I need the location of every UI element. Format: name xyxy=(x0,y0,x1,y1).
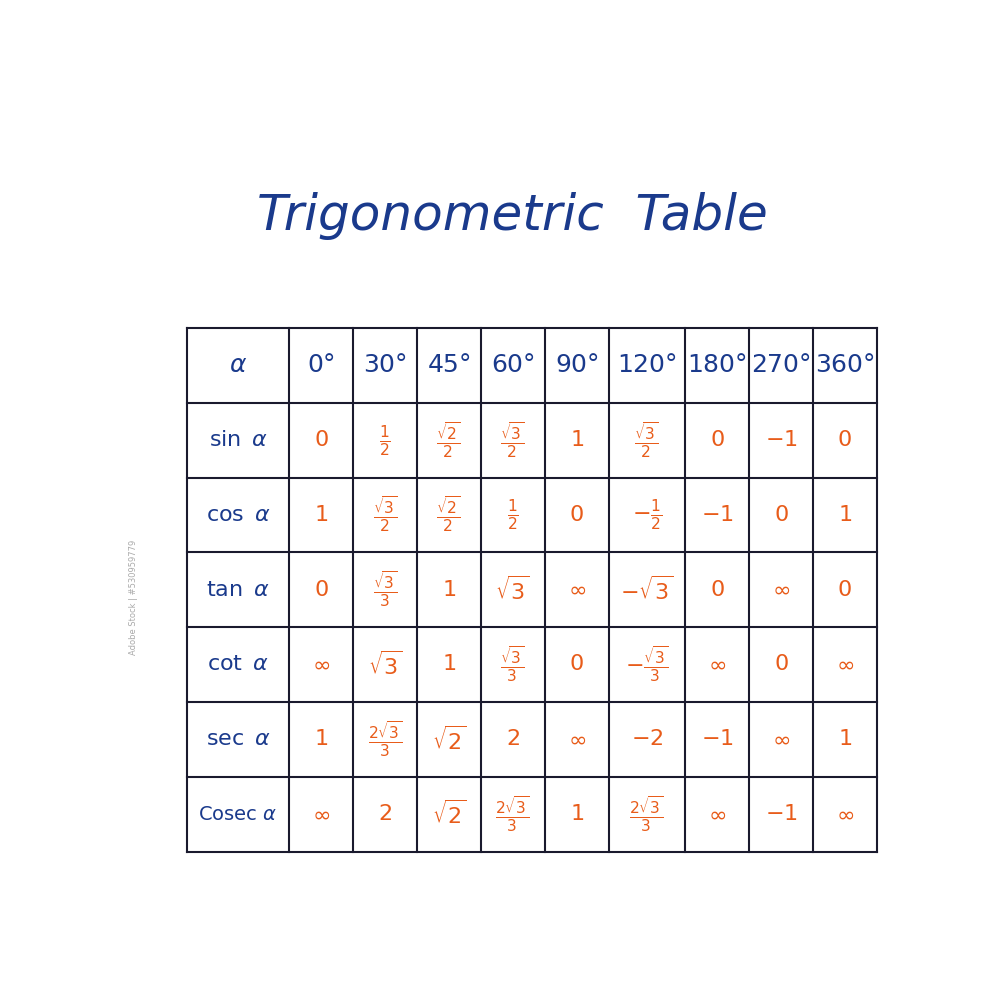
Text: $60°$: $60°$ xyxy=(491,353,535,377)
Text: $270°$: $270°$ xyxy=(751,353,811,377)
Text: $-2$: $-2$ xyxy=(631,729,663,749)
Text: $\frac{2\sqrt{3}}{3}$: $\frac{2\sqrt{3}}{3}$ xyxy=(368,720,402,759)
Text: $\sqrt{2}$: $\sqrt{2}$ xyxy=(432,800,466,828)
Text: $0°$: $0°$ xyxy=(307,353,335,377)
Text: $\infty$: $\infty$ xyxy=(708,804,726,824)
Text: $\cot\ \alpha$: $\cot\ \alpha$ xyxy=(207,654,269,674)
Text: $-\frac{1}{2}$: $-\frac{1}{2}$ xyxy=(632,497,662,532)
Text: $\infty$: $\infty$ xyxy=(836,654,854,674)
Text: $\sqrt{3}$: $\sqrt{3}$ xyxy=(495,575,530,604)
Text: $1$: $1$ xyxy=(314,729,328,749)
Text: $180°$: $180°$ xyxy=(687,353,747,377)
Text: $\infty$: $\infty$ xyxy=(568,580,586,600)
Text: $\frac{\sqrt{2}}{2}$: $\frac{\sqrt{2}}{2}$ xyxy=(436,421,461,460)
Text: $\frac{2\sqrt{3}}{3}$: $\frac{2\sqrt{3}}{3}$ xyxy=(495,795,530,834)
Text: $-1$: $-1$ xyxy=(765,430,797,450)
Text: $45°$: $45°$ xyxy=(427,353,471,377)
Text: $0$: $0$ xyxy=(774,505,788,525)
Text: $\frac{\sqrt{3}}{2}$: $\frac{\sqrt{3}}{2}$ xyxy=(500,421,525,460)
Text: $0$: $0$ xyxy=(774,654,788,674)
Text: $-1$: $-1$ xyxy=(765,804,797,824)
Text: $\cos\ \alpha$: $\cos\ \alpha$ xyxy=(206,505,270,525)
Text: $-\frac{\sqrt{3}}{3}$: $-\frac{\sqrt{3}}{3}$ xyxy=(625,645,669,684)
Text: $\infty$: $\infty$ xyxy=(568,729,586,749)
Text: $\sec\ \alpha$: $\sec\ \alpha$ xyxy=(206,729,270,749)
Text: $0$: $0$ xyxy=(569,654,584,674)
Text: $0$: $0$ xyxy=(314,430,328,450)
Text: $1$: $1$ xyxy=(314,505,328,525)
Text: $\sqrt{3}$: $\sqrt{3}$ xyxy=(368,650,402,679)
Text: $\alpha$: $\alpha$ xyxy=(229,353,247,377)
Text: $\tan\ \alpha$: $\tan\ \alpha$ xyxy=(206,580,270,600)
Text: $-1$: $-1$ xyxy=(701,729,733,749)
Text: $2$: $2$ xyxy=(506,729,520,749)
Text: $\infty$: $\infty$ xyxy=(312,804,330,824)
Text: $\infty$: $\infty$ xyxy=(772,729,790,749)
Text: $-\sqrt{3}$: $-\sqrt{3}$ xyxy=(620,575,673,604)
Text: Trigonometric  Table: Trigonometric Table xyxy=(257,192,768,240)
Text: $30°$: $30°$ xyxy=(363,353,407,377)
Text: $\infty$: $\infty$ xyxy=(772,580,790,600)
Text: $0$: $0$ xyxy=(837,580,852,600)
Text: $\frac{2\sqrt{3}}{3}$: $\frac{2\sqrt{3}}{3}$ xyxy=(629,795,664,834)
Text: $0$: $0$ xyxy=(569,505,584,525)
Text: $\infty$: $\infty$ xyxy=(708,654,726,674)
Text: $\frac{\sqrt{3}}{2}$: $\frac{\sqrt{3}}{2}$ xyxy=(373,495,397,534)
Text: Adobe Stock | #530959779: Adobe Stock | #530959779 xyxy=(129,540,138,655)
Text: $1$: $1$ xyxy=(570,430,584,450)
Text: $1$: $1$ xyxy=(570,804,584,824)
Text: $\frac{\sqrt{3}}{2}$: $\frac{\sqrt{3}}{2}$ xyxy=(634,421,659,460)
Text: $1$: $1$ xyxy=(838,505,852,525)
Text: $-1$: $-1$ xyxy=(701,505,733,525)
Text: $120°$: $120°$ xyxy=(617,353,677,377)
Text: $0$: $0$ xyxy=(710,430,724,450)
Text: $2$: $2$ xyxy=(378,804,392,824)
Text: $\infty$: $\infty$ xyxy=(312,654,330,674)
Text: $0$: $0$ xyxy=(710,580,724,600)
Text: $\infty$: $\infty$ xyxy=(836,804,854,824)
Text: $\frac{\sqrt{2}}{2}$: $\frac{\sqrt{2}}{2}$ xyxy=(436,495,461,534)
Text: $\mathrm{Cosec}\ \alpha$: $\mathrm{Cosec}\ \alpha$ xyxy=(198,805,278,824)
Text: $\sqrt{2}$: $\sqrt{2}$ xyxy=(432,725,466,754)
Text: $1$: $1$ xyxy=(442,580,456,600)
Text: $\frac{\sqrt{3}}{3}$: $\frac{\sqrt{3}}{3}$ xyxy=(500,645,525,684)
Text: $1$: $1$ xyxy=(442,654,456,674)
Text: $1$: $1$ xyxy=(838,729,852,749)
Text: $\frac{1}{2}$: $\frac{1}{2}$ xyxy=(507,497,519,532)
Text: $0$: $0$ xyxy=(837,430,852,450)
Text: $\frac{\sqrt{3}}{3}$: $\frac{\sqrt{3}}{3}$ xyxy=(373,570,397,609)
Text: $0$: $0$ xyxy=(314,580,328,600)
Text: $\frac{1}{2}$: $\frac{1}{2}$ xyxy=(379,423,391,458)
Text: $90°$: $90°$ xyxy=(555,353,599,377)
Text: $\sin\ \alpha$: $\sin\ \alpha$ xyxy=(209,430,268,450)
Text: $360°$: $360°$ xyxy=(815,353,875,377)
